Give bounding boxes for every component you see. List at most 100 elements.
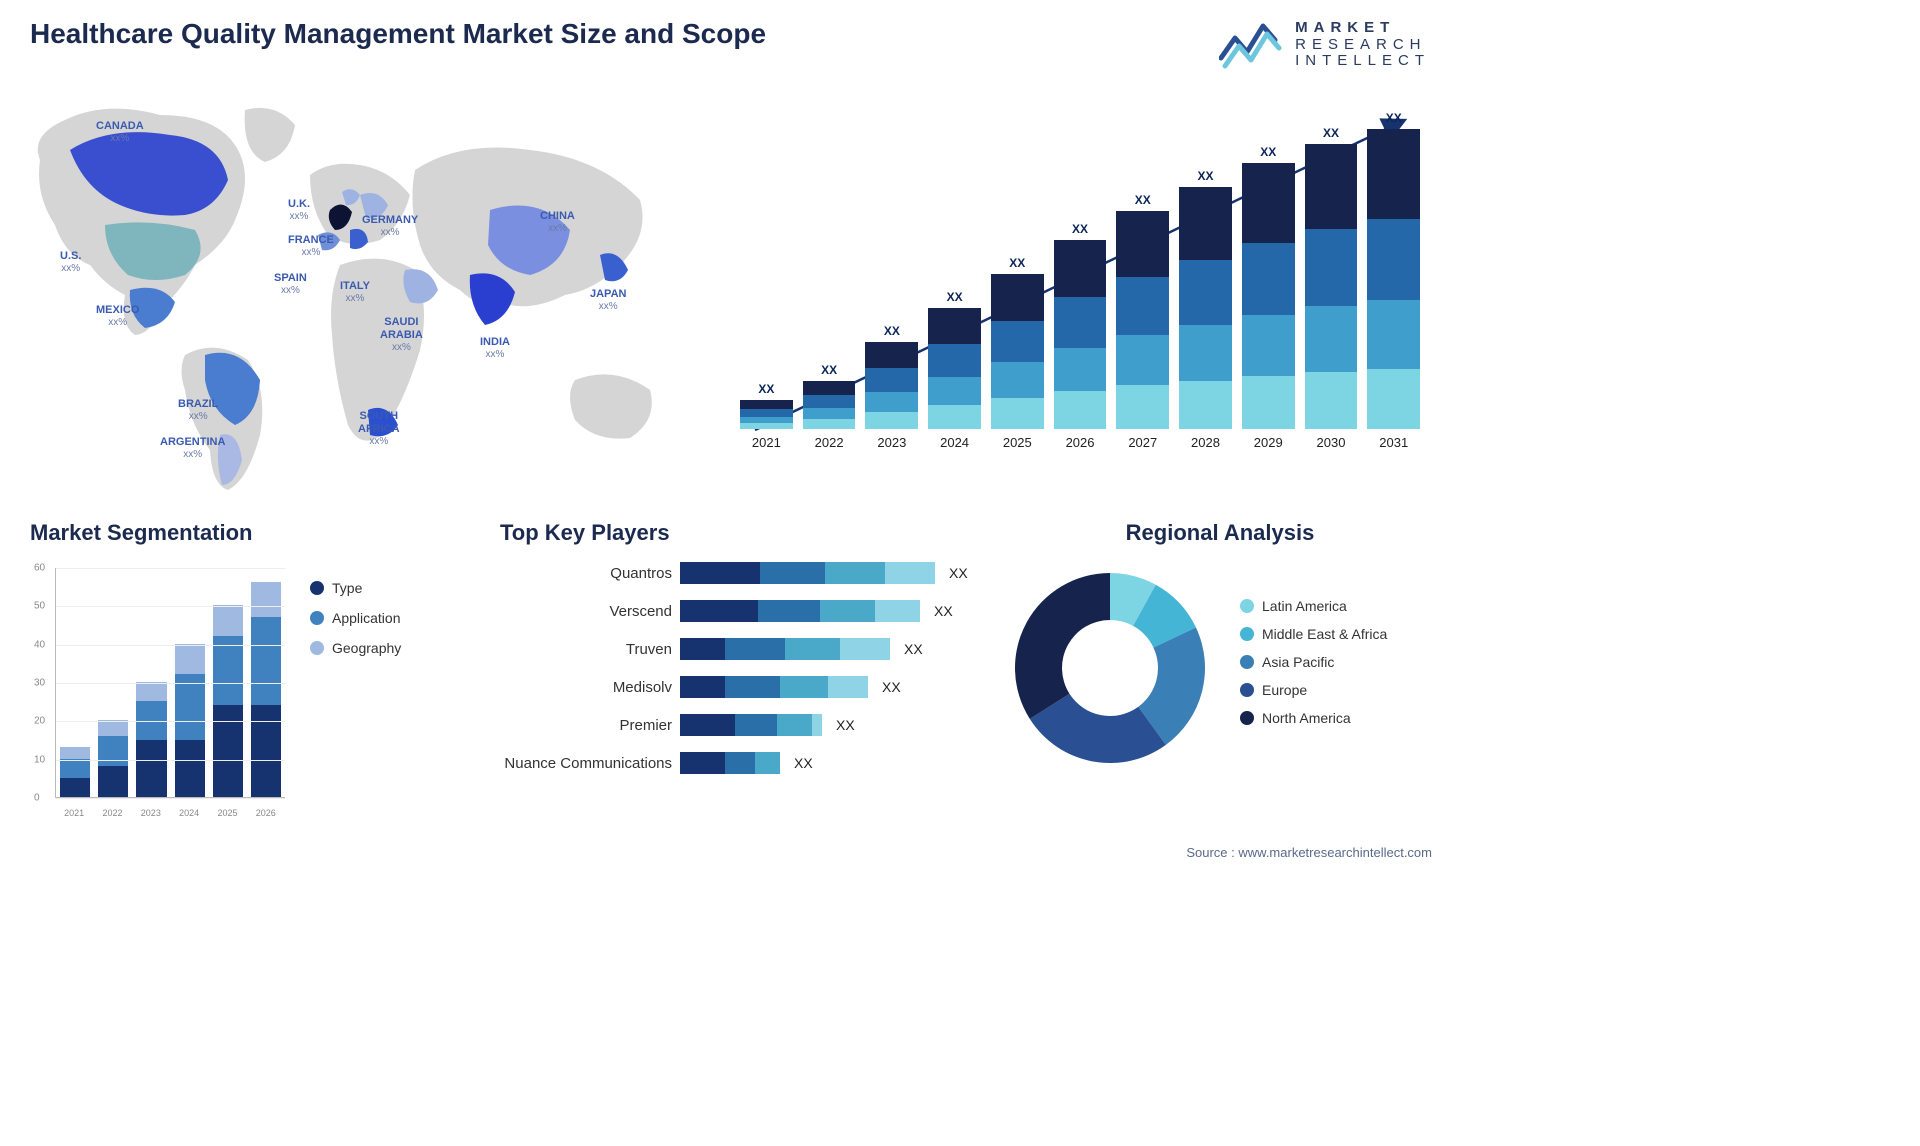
player-row: Nuance Communications XX	[500, 748, 970, 778]
segmentation-legend: Type Application Geography	[310, 580, 401, 670]
segmentation-bar	[136, 682, 166, 797]
bar-value-label: XX	[821, 363, 837, 377]
main-bar: XX 2027	[1116, 193, 1169, 450]
players-panel: Top Key Players QuantrosXXVerscendXXTruv…	[500, 520, 970, 840]
bar-value-label: XX	[1072, 222, 1088, 236]
logo-line2: RESEARCH	[1295, 37, 1430, 54]
map-label: SOUTHAFRICAxx%	[358, 410, 400, 448]
players-title: Top Key Players	[500, 520, 970, 546]
player-bar	[680, 714, 822, 736]
map-label: INDIAxx%	[480, 336, 510, 361]
map-label: CANADAxx%	[96, 120, 144, 145]
bar-value-label: XX	[1323, 126, 1339, 140]
main-bar: XX2024	[928, 290, 981, 450]
segmentation-year: 2024	[170, 808, 208, 818]
legend-item: Application	[310, 610, 401, 626]
bar-value-label: XX	[1260, 145, 1276, 159]
source-label: Source : www.marketresearchintellect.com	[1186, 845, 1432, 860]
player-value: XX	[949, 565, 968, 581]
bar-value-label: XX	[1386, 111, 1402, 125]
main-bar: XX 2031	[1367, 111, 1420, 450]
segmentation-bar	[213, 605, 243, 797]
map-label: GERMANYxx%	[362, 214, 418, 239]
player-row: Medisolv XX	[500, 672, 970, 702]
logo-line3: INTELLECT	[1295, 53, 1430, 70]
main-bar: XX 2030	[1305, 126, 1358, 450]
player-bar	[680, 562, 935, 584]
player-name: Premier	[500, 717, 680, 734]
map-label: ARGENTINAxx%	[160, 436, 225, 461]
bar-value-label: XX	[1198, 169, 1214, 183]
map-label: MEXICOxx%	[96, 304, 139, 329]
year-label: 2021	[752, 435, 781, 450]
logo-icon	[1219, 18, 1283, 72]
main-bar: XX2029	[1242, 145, 1295, 450]
player-name: Quantros	[500, 565, 680, 582]
donut-slice	[1015, 573, 1110, 719]
logo-line1: MARKET	[1295, 20, 1430, 37]
map-label: BRAZILxx%	[178, 398, 218, 423]
player-value: XX	[882, 679, 901, 695]
segmentation-title: Market Segmentation	[30, 520, 460, 546]
segmentation-chart: 0102030405060 202120222023202420252026	[30, 558, 290, 818]
main-bar: XX2025	[991, 256, 1044, 450]
player-name: Nuance Communications	[500, 755, 680, 772]
year-label: 2027	[1128, 435, 1157, 450]
main-bar: XX 2028	[1179, 169, 1232, 450]
main-bar: XX 2022	[803, 363, 856, 450]
year-label: 2025	[1003, 435, 1032, 450]
page-title: Healthcare Quality Management Market Siz…	[30, 18, 766, 50]
regional-panel: Regional Analysis Latin America Middle Ea…	[1000, 520, 1440, 840]
legend-item: Europe	[1240, 682, 1387, 698]
main-bar: XX 2021	[740, 382, 793, 450]
legend-item: Geography	[310, 640, 401, 656]
regional-donut	[1000, 558, 1220, 778]
player-name: Medisolv	[500, 679, 680, 696]
year-label: 2028	[1191, 435, 1220, 450]
world-map: CANADAxx% U.S.xx% MEXICOxx% BRAZILxx% ARGENT…	[10, 80, 710, 500]
legend-item: Middle East & Africa	[1240, 626, 1387, 642]
player-value: XX	[934, 603, 953, 619]
player-value: XX	[836, 717, 855, 733]
segmentation-year: 2025	[208, 808, 246, 818]
player-bar	[680, 600, 920, 622]
regional-legend: Latin AmericaMiddle East & AfricaAsia Pa…	[1240, 598, 1387, 738]
player-name: Truven	[500, 641, 680, 658]
map-label: FRANCExx%	[288, 234, 334, 259]
map-label: U.S.xx%	[60, 250, 81, 275]
player-bar	[680, 676, 868, 698]
bar-value-label: XX	[758, 382, 774, 396]
map-label: ITALYxx%	[340, 280, 370, 305]
map-label: CHINAxx%	[540, 210, 575, 235]
year-label: 2022	[815, 435, 844, 450]
map-label: JAPANxx%	[590, 288, 626, 313]
segmentation-year: 2026	[247, 808, 285, 818]
player-value: XX	[904, 641, 923, 657]
player-name: Verscend	[500, 603, 680, 620]
regional-title: Regional Analysis	[1000, 520, 1440, 546]
main-bar: XX 2023	[865, 324, 918, 450]
year-label: 2031	[1379, 435, 1408, 450]
player-row: Truven XX	[500, 634, 970, 664]
segmentation-year: 2021	[55, 808, 93, 818]
player-row: Verscend XX	[500, 596, 970, 626]
map-label: U.K.xx%	[288, 198, 310, 223]
year-label: 2026	[1066, 435, 1095, 450]
player-row: Quantros XX	[500, 558, 970, 588]
main-market-chart: XX2021XX2022XX2023XX2024XX2025XX2026XX20…	[740, 100, 1420, 480]
player-bar	[680, 752, 780, 774]
legend-item: Latin America	[1240, 598, 1387, 614]
segmentation-year: 2022	[93, 808, 131, 818]
bar-value-label: XX	[947, 290, 963, 304]
player-row: Premier XX	[500, 710, 970, 740]
year-label: 2030	[1317, 435, 1346, 450]
legend-item: Type	[310, 580, 401, 596]
segmentation-year: 2023	[132, 808, 170, 818]
segmentation-bar	[60, 747, 90, 797]
segmentation-bar	[251, 582, 281, 797]
segmentation-panel: Market Segmentation 0102030405060 202120…	[30, 520, 460, 840]
year-label: 2023	[877, 435, 906, 450]
player-value: XX	[794, 755, 813, 771]
bar-value-label: XX	[884, 324, 900, 338]
bar-value-label: XX	[1135, 193, 1151, 207]
